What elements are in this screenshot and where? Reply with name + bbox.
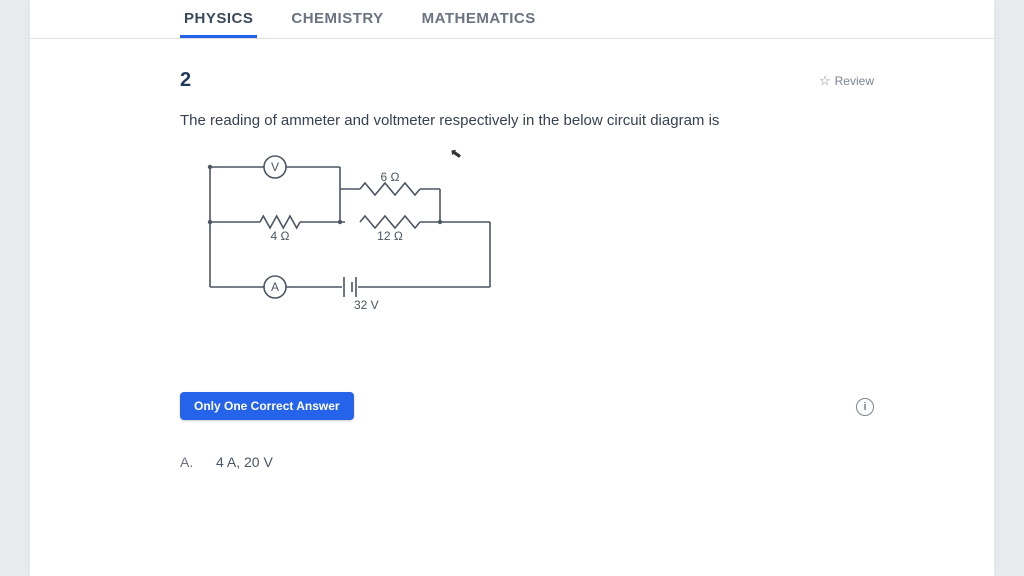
svg-text:6 Ω: 6 Ω <box>381 170 400 184</box>
svg-text:32 V: 32 V <box>354 298 379 312</box>
subject-tabs: PHYSICS CHEMISTRY MATHEMATICS <box>30 0 994 39</box>
review-toggle[interactable]: ☆ Review <box>819 73 874 89</box>
info-icon[interactable]: i <box>856 398 874 416</box>
option-text: 4 A, 20 V <box>216 454 273 470</box>
circuit-diagram: 4 Ω 12 Ω 6 Ω V A 32 V <box>190 147 874 332</box>
option-a[interactable]: A. 4 A, 20 V <box>180 446 874 478</box>
question-header-row: 2 ☆ Review <box>180 69 874 92</box>
question-content: 2 ☆ Review The reading of ammeter and vo… <box>30 39 994 478</box>
question-number: 2 <box>180 69 191 92</box>
svg-text:V: V <box>271 160 279 174</box>
tab-chemistry[interactable]: CHEMISTRY <box>287 0 387 38</box>
svg-text:4 Ω: 4 Ω <box>271 229 290 243</box>
option-letter: A. <box>180 454 198 470</box>
review-label: Review <box>835 74 874 88</box>
tab-physics[interactable]: PHYSICS <box>180 0 257 38</box>
question-text: The reading of ammeter and voltmeter res… <box>180 110 874 133</box>
star-icon: ☆ <box>819 73 831 89</box>
tab-mathematics[interactable]: MATHEMATICS <box>418 0 540 38</box>
answer-type-pill: Only One Correct Answer <box>180 392 354 420</box>
svg-text:12 Ω: 12 Ω <box>377 229 403 243</box>
svg-text:A: A <box>271 280 279 294</box>
question-page: PHYSICS CHEMISTRY MATHEMATICS 2 ☆ Review… <box>30 0 994 576</box>
